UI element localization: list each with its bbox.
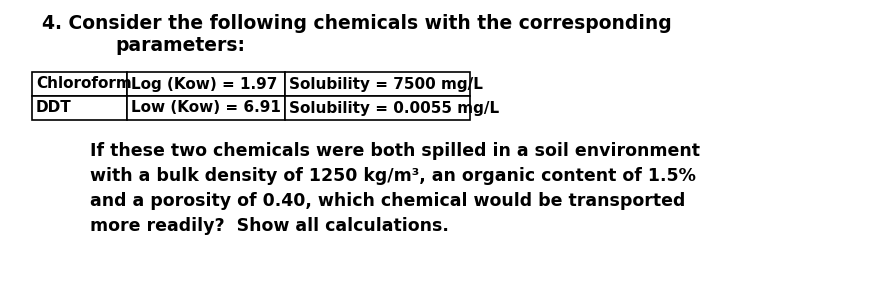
Text: Low (Kow) = 6.91: Low (Kow) = 6.91	[131, 100, 281, 116]
Text: Log (Kow) = 1.97: Log (Kow) = 1.97	[131, 76, 277, 92]
Bar	[127, 72, 285, 96]
Bar	[32, 72, 127, 96]
Text: If these two chemicals were both spilled in a soil environment
with a bulk densi: If these two chemicals were both spilled…	[90, 142, 700, 235]
Text: 4. Consider the following chemicals with the corresponding: 4. Consider the following chemicals with…	[42, 14, 672, 33]
Text: Chloroform: Chloroform	[36, 76, 132, 92]
Text: Solubility = 0.0055 mg/L: Solubility = 0.0055 mg/L	[289, 100, 499, 116]
Text: Solubility = 7500 mg/L: Solubility = 7500 mg/L	[289, 76, 483, 92]
Bar	[285, 72, 470, 96]
Bar	[32, 96, 127, 120]
Text: parameters:: parameters:	[115, 36, 245, 55]
Bar	[127, 96, 285, 120]
Text: DDT: DDT	[36, 100, 72, 116]
Bar	[285, 96, 470, 120]
